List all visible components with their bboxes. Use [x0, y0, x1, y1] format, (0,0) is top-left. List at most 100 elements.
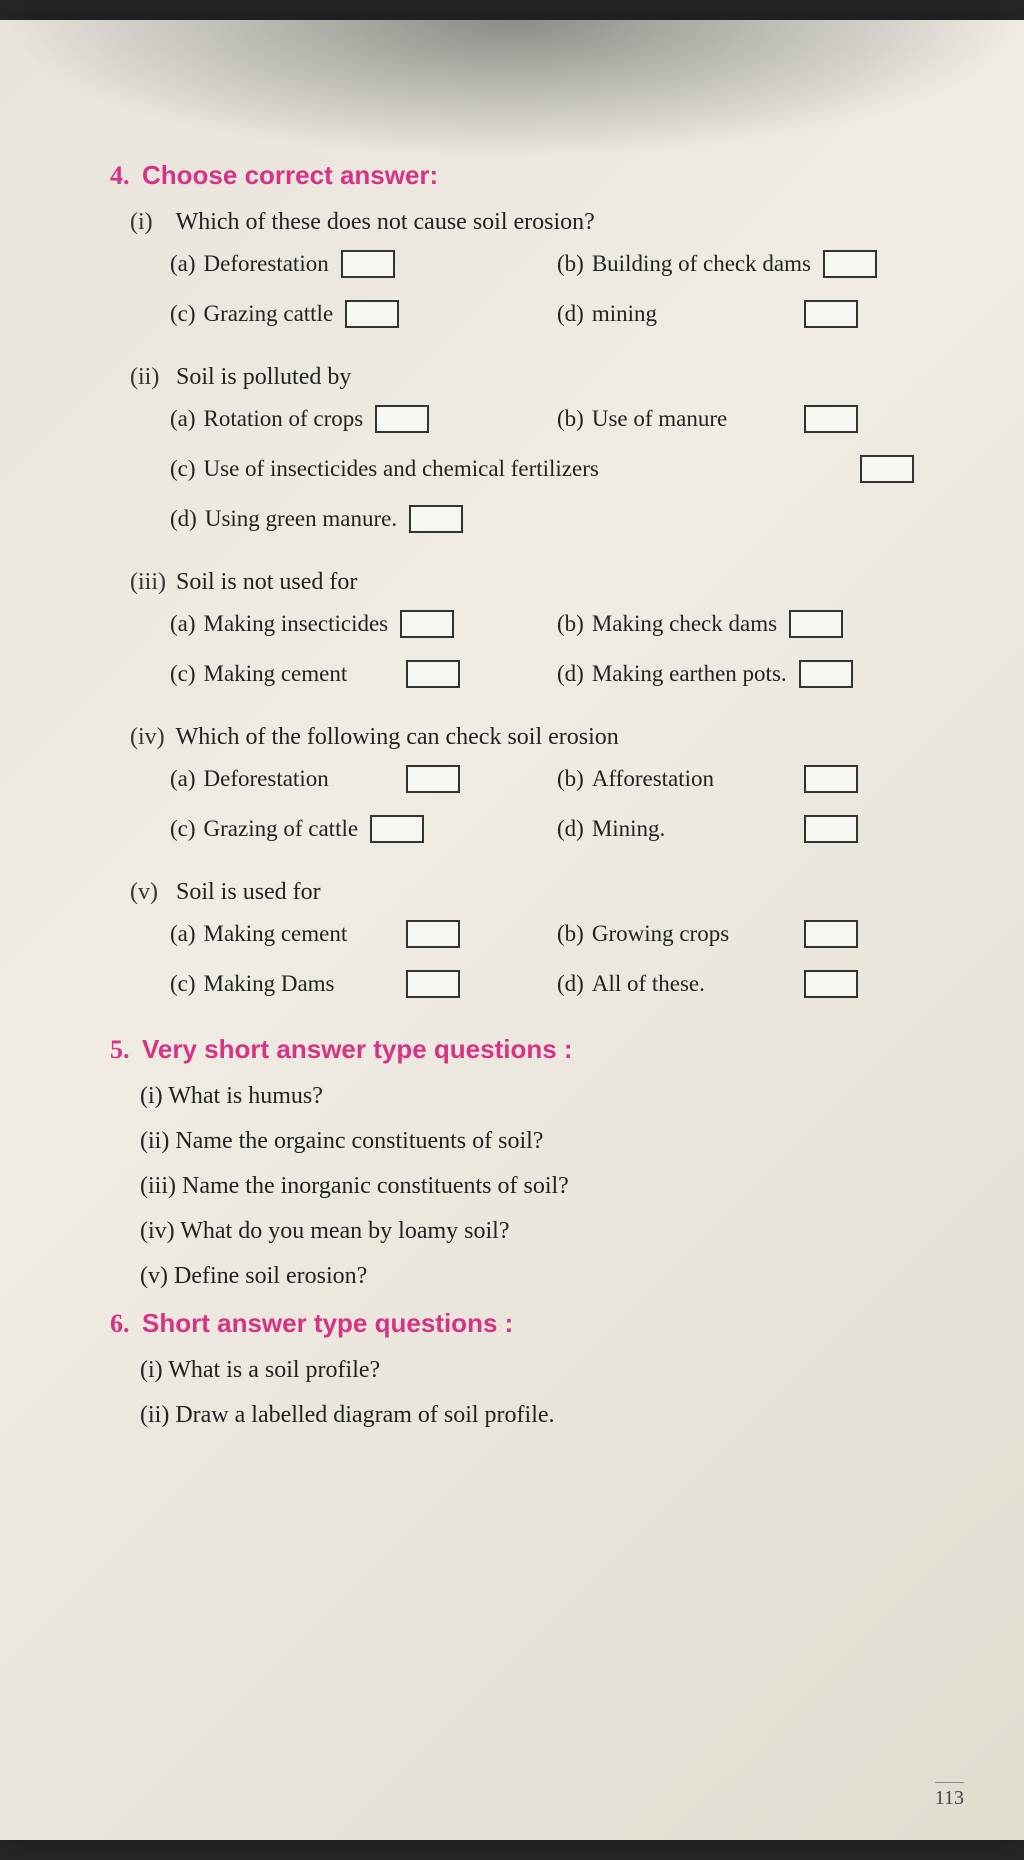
section-5-heading: 5. Very short answer type questions :: [110, 1034, 944, 1065]
option-c: (c) Making cement: [170, 660, 557, 688]
item-num: (i): [140, 1083, 163, 1109]
option-c: (c) Use of insecticides and chemical fer…: [170, 455, 944, 483]
option-label: (b): [557, 921, 584, 947]
item-num: (iv): [140, 1218, 175, 1244]
checkbox[interactable]: [375, 405, 429, 433]
checkbox[interactable]: [804, 815, 858, 843]
option-text: Grazing of cattle: [204, 816, 359, 842]
options-row: (c) Grazing cattle (d) mining: [110, 300, 944, 338]
option-text: Grazing cattle: [204, 301, 334, 327]
item-num: (v): [140, 1263, 168, 1289]
short-question: (iii) Name the inorganic constituents of…: [110, 1173, 944, 1200]
question-body: Which of these does not cause soil erosi…: [176, 209, 595, 235]
checkbox[interactable]: [400, 610, 454, 638]
section-number: 4.: [110, 161, 130, 190]
question-num: (iv): [130, 724, 170, 751]
checkbox[interactable]: [406, 920, 460, 948]
question-text: (iii) Soil is not used for: [110, 569, 944, 596]
checkbox[interactable]: [406, 970, 460, 998]
question-body: Soil is used for: [176, 879, 321, 905]
checkbox[interactable]: [860, 455, 914, 483]
option-label: (b): [557, 406, 584, 432]
question-body: Soil is not used for: [176, 569, 357, 595]
option-label: (c): [170, 301, 196, 327]
checkbox[interactable]: [789, 610, 843, 638]
option-b: (b) Use of manure: [557, 405, 944, 433]
question-iv: (iv) Which of the following can check so…: [110, 724, 944, 853]
option-text: Building of check dams: [592, 251, 811, 277]
short-question: (i) What is humus?: [110, 1083, 944, 1110]
question-text: (ii) Soil is polluted by: [110, 364, 944, 391]
checkbox[interactable]: [406, 765, 460, 793]
option-text: Using green manure.: [205, 506, 397, 532]
question-num: (ii): [130, 364, 170, 391]
options-row: (c) Making cement (d) Making earthen pot…: [110, 660, 944, 698]
option-d: (d) Making earthen pots.: [557, 660, 944, 688]
option-label: (c): [170, 816, 196, 842]
option-text: Growing crops: [592, 921, 792, 947]
item-text: What is a soil profile?: [168, 1357, 380, 1383]
option-c: (c) Grazing of cattle: [170, 815, 557, 843]
option-label: (c): [170, 971, 196, 997]
section-number: 6.: [110, 1309, 130, 1338]
checkbox[interactable]: [804, 970, 858, 998]
checkbox[interactable]: [345, 300, 399, 328]
question-num: (iii): [130, 569, 170, 596]
question-text: (i) Which of these does not cause soil e…: [110, 209, 944, 236]
option-label: (d): [557, 301, 584, 327]
option-label: (a): [170, 611, 196, 637]
checkbox[interactable]: [341, 250, 395, 278]
item-text: What do you mean by loamy soil?: [180, 1218, 509, 1244]
option-label: (b): [557, 766, 584, 792]
options-row: (a) Rotation of crops (b) Use of manure: [110, 405, 944, 443]
item-text: What is humus?: [168, 1083, 323, 1109]
short-question: (iv) What do you mean by loamy soil?: [110, 1218, 944, 1245]
option-text: Making Dams: [204, 971, 394, 997]
option-label: (b): [557, 251, 584, 277]
section-title: Choose correct answer:: [142, 160, 438, 190]
option-label: (c): [170, 456, 196, 482]
options-row: (c) Making Dams (d) All of these.: [110, 970, 944, 1008]
item-text: Define soil erosion?: [174, 1263, 367, 1289]
option-text: mining: [592, 301, 792, 327]
option-label: (b): [557, 611, 584, 637]
section-6-heading: 6. Short answer type questions :: [110, 1308, 944, 1339]
question-text: (iv) Which of the following can check so…: [110, 724, 944, 751]
question-ii: (ii) Soil is polluted by (a) Rotation of…: [110, 364, 944, 543]
question-body: Soil is polluted by: [176, 364, 351, 390]
option-text: Making earthen pots.: [592, 661, 787, 687]
options-row: (a) Making cement (b) Growing crops: [110, 920, 944, 958]
section-title: Short answer type questions :: [142, 1308, 513, 1338]
option-text: Making cement: [204, 921, 394, 947]
checkbox[interactable]: [406, 660, 460, 688]
short-question: (i) What is a soil profile?: [110, 1357, 944, 1384]
options-row: (a) Deforestation (b) Building of check …: [110, 250, 944, 288]
question-v: (v) Soil is used for (a) Making cement (…: [110, 879, 944, 1008]
question-body: Which of the following can check soil er…: [176, 724, 619, 750]
option-text: Mining.: [592, 816, 792, 842]
textbook-page: 4. Choose correct answer: (i) Which of t…: [0, 20, 1024, 1840]
option-label: (c): [170, 661, 196, 687]
item-num: (iii): [140, 1173, 176, 1199]
question-num: (i): [130, 209, 170, 236]
option-a: (a) Rotation of crops: [170, 405, 557, 433]
checkbox[interactable]: [804, 405, 858, 433]
checkbox[interactable]: [823, 250, 877, 278]
checkbox[interactable]: [804, 300, 858, 328]
section-4-heading: 4. Choose correct answer:: [110, 160, 944, 191]
checkbox[interactable]: [804, 920, 858, 948]
option-a: (a) Deforestation: [170, 250, 557, 278]
checkbox[interactable]: [804, 765, 858, 793]
item-num: (ii): [140, 1402, 169, 1428]
checkbox[interactable]: [799, 660, 853, 688]
option-a: (a) Making insecticides: [170, 610, 557, 638]
option-d: (d) mining: [557, 300, 944, 328]
checkbox[interactable]: [370, 815, 424, 843]
option-b: (b) Building of check dams: [557, 250, 944, 278]
item-text: Name the orgainc constituents of soil?: [175, 1128, 543, 1154]
option-text: Afforestation: [592, 766, 792, 792]
option-text: Deforestation: [204, 251, 329, 277]
checkbox[interactable]: [409, 505, 463, 533]
option-text: Making check dams: [592, 611, 777, 637]
option-c: (c) Making Dams: [170, 970, 557, 998]
